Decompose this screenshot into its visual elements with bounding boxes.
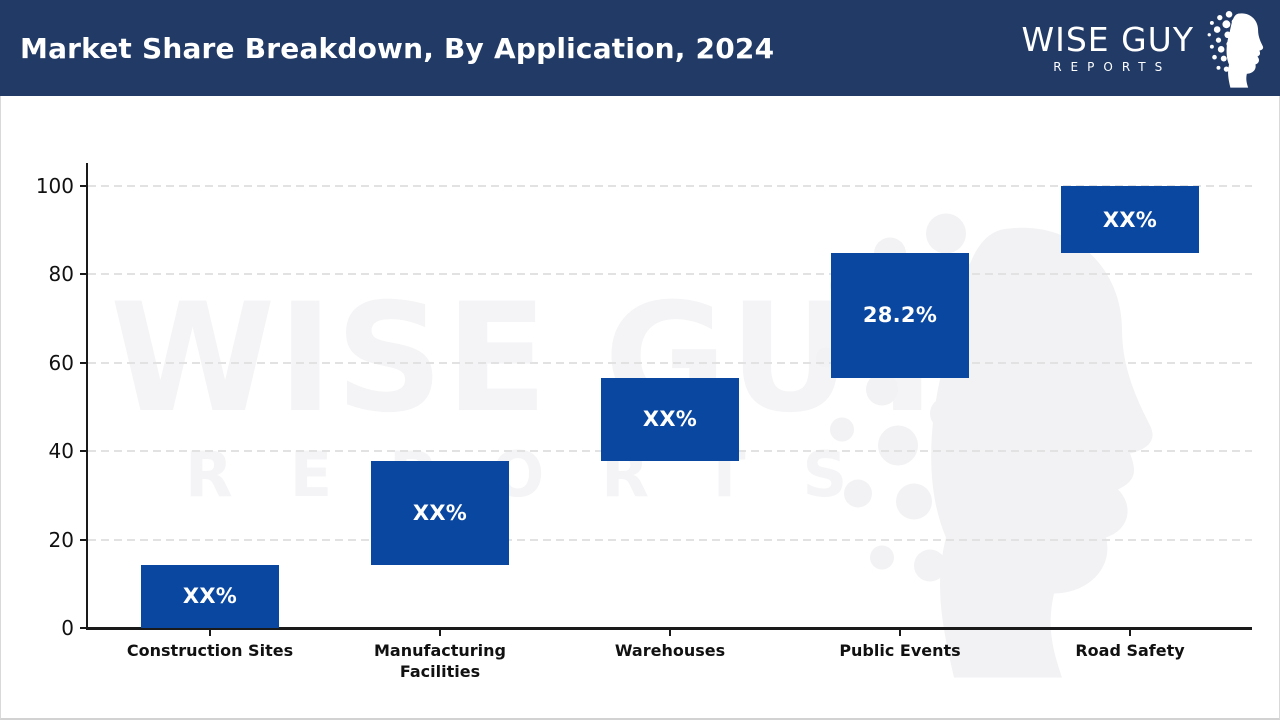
x-tick-1 bbox=[439, 628, 441, 636]
logo-head-icon bbox=[1207, 11, 1264, 88]
y-tick-100 bbox=[80, 185, 88, 187]
x-category-label: Manufacturing Facilities bbox=[374, 641, 506, 681]
bar-value-label: XX% bbox=[642, 407, 698, 432]
page-title: Market Share Breakdown, By Application, … bbox=[20, 31, 775, 65]
wise-guy-logo: WISE GUY REPORTS bbox=[1021, 7, 1266, 89]
y-tick-label-40: 40 bbox=[48, 439, 74, 464]
y-tick-label-20: 20 bbox=[48, 527, 74, 552]
bar-value-label: XX% bbox=[412, 500, 468, 525]
y-tick-60 bbox=[80, 361, 88, 364]
bar-construction-sites: XX% bbox=[141, 564, 279, 628]
y-tick-0 bbox=[80, 627, 88, 629]
y-tick-80 bbox=[80, 273, 88, 276]
bar-value-label: XX% bbox=[1102, 207, 1158, 232]
x-category-label: Construction Sites bbox=[126, 641, 294, 660]
y-tick-label-100: 100 bbox=[35, 174, 74, 198]
gridline-60 bbox=[88, 361, 1252, 364]
logo-wordmark: WISE GUY bbox=[1021, 19, 1194, 59]
y-tick-label-80: 80 bbox=[48, 262, 74, 287]
y-tick-20 bbox=[80, 538, 88, 541]
logo-subtext: REPORTS bbox=[1053, 59, 1172, 74]
x-tick-0 bbox=[209, 628, 211, 636]
bar-public-events: 28.2% bbox=[831, 253, 969, 378]
bar-road-safety: XX% bbox=[1061, 186, 1199, 254]
y-tick-label-0: 0 bbox=[61, 616, 74, 640]
bar-value-label: XX% bbox=[182, 584, 238, 609]
x-tick-4 bbox=[1129, 628, 1131, 636]
x-category-label: Public Events bbox=[839, 641, 961, 660]
logo-text: WISE GUY REPORTS bbox=[1021, 19, 1194, 74]
x-tick-3 bbox=[899, 628, 901, 636]
gridline-100 bbox=[88, 185, 1252, 187]
y-axis bbox=[86, 163, 88, 630]
x-tick-2 bbox=[669, 628, 671, 636]
bar-value-label: 28.2% bbox=[862, 303, 938, 328]
bar-warehouses: XX% bbox=[601, 377, 739, 461]
gridline-80 bbox=[88, 273, 1252, 276]
gridline-20 bbox=[88, 538, 1252, 541]
header-bar: Market Share Breakdown, By Application, … bbox=[0, 0, 1280, 96]
x-category-label: Road Safety bbox=[1075, 641, 1185, 660]
bar-manufacturing-facilities: XX% bbox=[371, 460, 509, 565]
x-category-label: Warehouses bbox=[614, 641, 726, 660]
y-tick-label-60: 60 bbox=[48, 350, 74, 375]
y-tick-40 bbox=[80, 450, 88, 453]
